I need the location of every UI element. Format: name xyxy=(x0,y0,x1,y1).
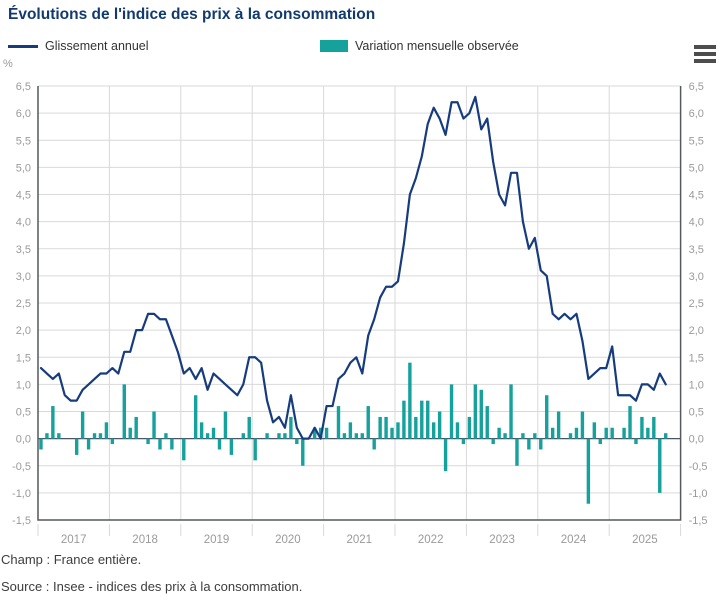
svg-text:0,0: 0,0 xyxy=(16,434,31,446)
svg-text:-0,5: -0,5 xyxy=(12,461,31,473)
svg-text:2,5: 2,5 xyxy=(689,298,704,310)
svg-text:2019: 2019 xyxy=(204,534,230,546)
svg-text:3,0: 3,0 xyxy=(689,271,704,283)
svg-text:1,5: 1,5 xyxy=(689,352,704,364)
svg-text:2018: 2018 xyxy=(132,534,158,546)
svg-text:2021: 2021 xyxy=(347,534,373,546)
svg-text:6,0: 6,0 xyxy=(16,108,31,120)
x-axis-tick-labels: 2017 2018 2019 2020 2021 2022 2023 2024 2025 xyxy=(37,524,682,546)
svg-text:5,5: 5,5 xyxy=(689,135,704,147)
svg-text:6,0: 6,0 xyxy=(689,108,704,120)
svg-text:4,0: 4,0 xyxy=(16,217,31,229)
gridlines-group xyxy=(38,85,681,520)
svg-text:1,5: 1,5 xyxy=(16,352,31,364)
hamburger-menu-icon xyxy=(694,45,716,63)
svg-text:5,0: 5,0 xyxy=(689,162,704,174)
svg-text:1,0: 1,0 xyxy=(689,379,704,391)
svg-text:2023: 2023 xyxy=(489,534,515,546)
legend-bar-label: Variation mensuelle observée xyxy=(355,39,519,53)
svg-text:2020: 2020 xyxy=(275,534,301,546)
svg-text:-1,0: -1,0 xyxy=(12,488,31,500)
y-axis-unit-label: % xyxy=(3,58,13,70)
svg-text:2017: 2017 xyxy=(61,534,87,546)
svg-text:2,5: 2,5 xyxy=(16,298,31,310)
line-swatch-icon xyxy=(8,44,38,48)
bar-swatch-icon xyxy=(320,40,348,52)
chart-context-menu-button[interactable] xyxy=(690,42,720,70)
svg-text:6,5: 6,5 xyxy=(689,81,704,93)
legend-item-glissement-annuel[interactable]: Glissement annuel xyxy=(8,36,149,56)
svg-text:2022: 2022 xyxy=(418,534,444,546)
svg-text:-1,0: -1,0 xyxy=(689,488,708,500)
svg-text:1,0: 1,0 xyxy=(16,379,31,391)
svg-text:0,5: 0,5 xyxy=(689,407,704,419)
svg-text:-0,5: -0,5 xyxy=(689,461,708,473)
legend-line-label: Glissement annuel xyxy=(45,39,149,53)
svg-text:4,5: 4,5 xyxy=(689,190,704,202)
svg-text:5,0: 5,0 xyxy=(16,162,31,174)
y-axis-tick-labels: 6,5 6,5 6,0 6,0 5,5 5,5 5,0 5,0 4,5 4,5 4,0 4,0 3,5 3… xyxy=(12,81,708,527)
footnote-champ: Champ : France entière. xyxy=(1,552,142,567)
svg-text:0,5: 0,5 xyxy=(16,407,31,419)
svg-text:0,0: 0,0 xyxy=(689,434,704,446)
svg-text:4,0: 4,0 xyxy=(689,217,704,229)
chart-plot-area: 6,5 6,5 6,0 6,0 5,5 5,5 5,0 5,0 4,5 4,5 4,0 4,0 3,5 3… xyxy=(12,81,708,546)
svg-text:6,5: 6,5 xyxy=(16,81,31,93)
svg-text:2,0: 2,0 xyxy=(689,325,704,337)
chart-legend: Glissement annuel Variation mensuelle ob… xyxy=(0,36,728,56)
bar-series-variation-mensuelle xyxy=(39,362,668,504)
svg-text:3,0: 3,0 xyxy=(16,271,31,283)
svg-text:3,5: 3,5 xyxy=(689,244,704,256)
svg-text:2,0: 2,0 xyxy=(16,325,31,337)
plot-frame xyxy=(37,86,682,521)
svg-text:4,5: 4,5 xyxy=(16,190,31,202)
chart-title: Évolutions de l'indice des prix à la con… xyxy=(8,6,376,23)
footnote-source: Source : Insee - indices des prix à la c… xyxy=(1,579,303,594)
svg-text:2025: 2025 xyxy=(632,534,658,546)
svg-text:2024: 2024 xyxy=(561,534,587,546)
legend-item-variation-mensuelle[interactable]: Variation mensuelle observée xyxy=(320,36,519,56)
svg-text:3,5: 3,5 xyxy=(16,244,31,256)
svg-text:5,5: 5,5 xyxy=(16,135,31,147)
svg-text:-1,5: -1,5 xyxy=(12,515,31,527)
line-series-glissement-annuel xyxy=(39,95,667,440)
svg-text:-1,5: -1,5 xyxy=(689,515,708,527)
